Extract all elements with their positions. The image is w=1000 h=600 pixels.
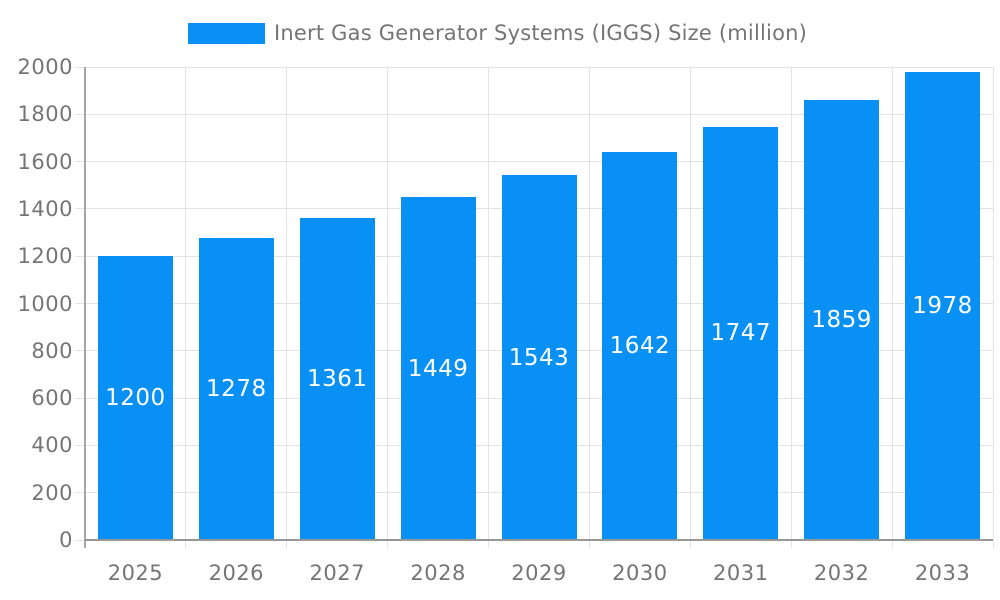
chart-legend[interactable]: Inert Gas Generator Systems (IGGS) Size … [188, 21, 808, 45]
v-gridline [992, 67, 994, 540]
y-tick-label: 2000 [17, 55, 73, 79]
y-axis-tick [75, 397, 85, 399]
y-axis-tick [75, 161, 85, 163]
y-axis-tick [75, 208, 85, 210]
bar-value-label: 1859 [811, 307, 872, 334]
x-tick-label: 2028 [410, 561, 466, 585]
y-tick-label: 800 [31, 338, 73, 363]
v-gridline [891, 67, 893, 540]
y-axis-tick [75, 350, 85, 352]
x-tick-label: 2029 [511, 561, 567, 585]
x-tick-label: 2031 [713, 561, 769, 585]
y-axis-tick [75, 66, 85, 68]
y-tick-label: 200 [31, 480, 73, 505]
x-tick-label: 2030 [612, 561, 668, 585]
h-gridline [85, 66, 993, 68]
y-axis-tick [75, 113, 85, 115]
v-gridline [588, 67, 590, 540]
x-axis-tick [286, 540, 288, 548]
y-axis-tick [75, 255, 85, 257]
y-axis-tick [75, 492, 85, 494]
legend-swatch-icon [188, 22, 265, 44]
h-gridline [85, 161, 993, 163]
x-tick-label: 2026 [208, 561, 265, 585]
v-gridline [286, 67, 288, 540]
y-axis-line [84, 67, 86, 548]
x-axis-tick [488, 540, 490, 548]
x-axis-line [85, 539, 993, 541]
bar-value-label: 1978 [912, 293, 973, 320]
v-gridline [790, 67, 792, 540]
x-axis-tick [588, 540, 590, 548]
v-gridline [689, 67, 691, 540]
bar-value-label: 1278 [206, 375, 267, 402]
y-tick-label: 0 [59, 528, 73, 552]
v-gridline [488, 67, 490, 540]
bar: 1747 [703, 126, 779, 540]
bar: 1978 [905, 72, 981, 540]
x-axis-tick [185, 540, 187, 548]
y-tick-label: 1600 [17, 149, 73, 174]
bar-value-label: 1642 [609, 332, 671, 359]
v-gridline [185, 67, 187, 540]
y-axis-tick [75, 444, 85, 446]
v-gridline [387, 67, 389, 540]
bar: 1642 [602, 151, 678, 540]
y-axis-tick [75, 539, 85, 541]
x-axis-tick [992, 540, 994, 548]
bar: 1200 [97, 256, 173, 540]
x-axis-tick [891, 540, 893, 548]
x-tick-label: 2025 [107, 561, 164, 585]
bar: 1859 [804, 100, 880, 540]
y-axis-tick [75, 303, 85, 304]
bar: 1449 [400, 197, 476, 540]
y-tick-label: 400 [31, 433, 73, 458]
y-tick-label: 1400 [17, 196, 73, 221]
x-tick-label: 2032 [813, 561, 870, 585]
bar: 1361 [299, 218, 375, 540]
y-tick-label: 600 [31, 386, 73, 411]
bar-value-label: 1543 [508, 344, 570, 371]
x-tick-label: 2033 [914, 561, 971, 585]
x-axis-tick [387, 540, 389, 548]
x-tick-label: 2027 [309, 561, 365, 585]
bar: 1543 [501, 175, 577, 540]
y-tick-label: 1200 [17, 244, 73, 269]
bar-value-label: 1361 [306, 366, 368, 393]
y-tick-label: 1800 [17, 102, 73, 127]
bar-value-label: 1200 [105, 385, 166, 412]
y-tick-label: 1000 [17, 291, 73, 316]
bar-value-label: 1449 [407, 355, 469, 382]
x-axis-tick [790, 540, 792, 548]
bar: 1278 [198, 237, 274, 540]
x-axis-tick [689, 540, 691, 548]
bar-value-label: 1747 [710, 320, 772, 347]
h-gridline [85, 113, 993, 115]
legend-label: Inert Gas Generator Systems (IGGS) Size … [274, 21, 808, 45]
